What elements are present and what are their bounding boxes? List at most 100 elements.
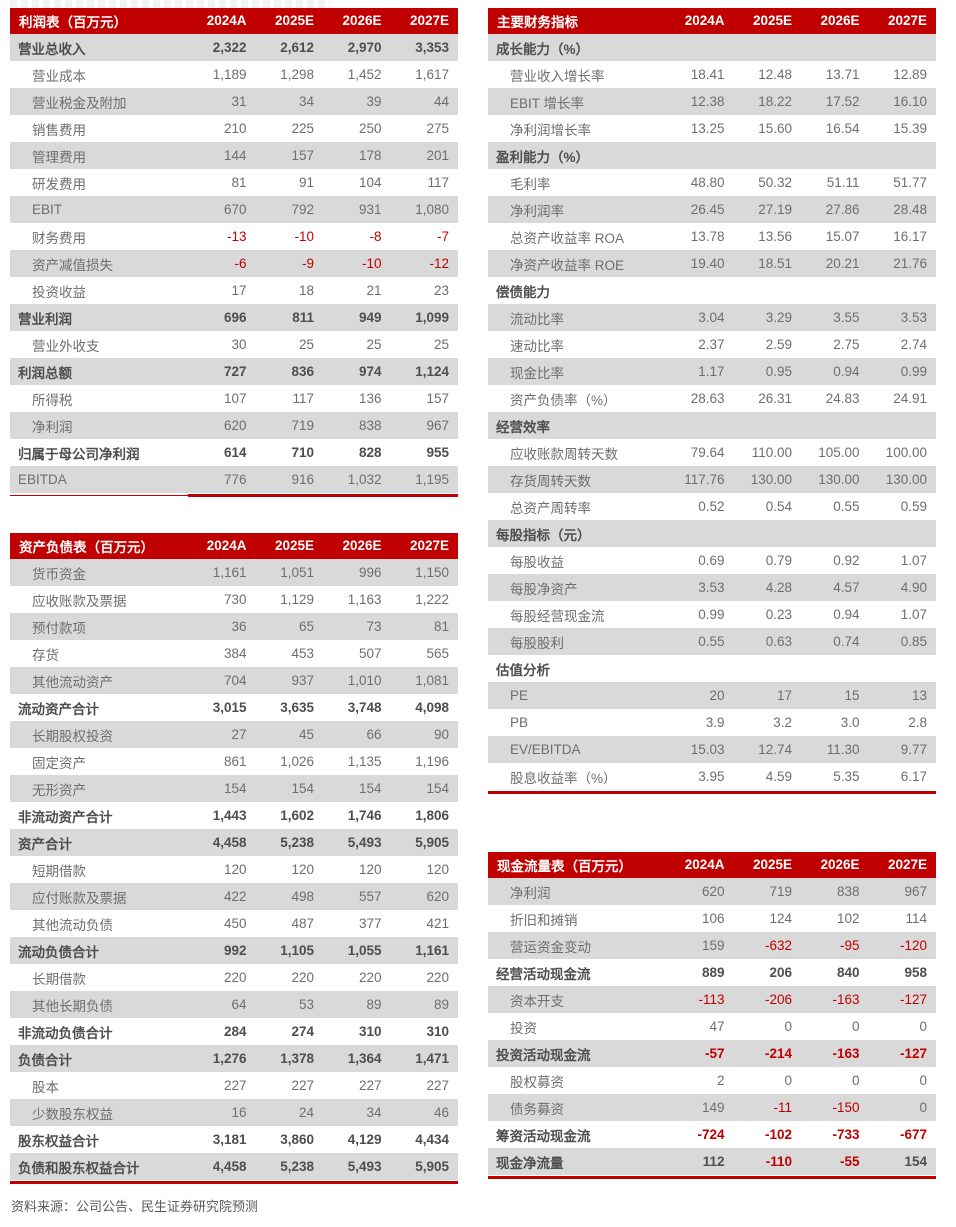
row-value-2025e: 836: [255, 358, 323, 385]
row-value-2024a: [666, 277, 734, 304]
row-label: 净利润增长率: [488, 115, 666, 142]
row-value-2026e: -10: [323, 250, 391, 277]
row-value-2025e: 154: [255, 775, 323, 802]
row-value-2025e: 206: [733, 959, 801, 986]
row-value-2024a: 149: [666, 1094, 734, 1121]
row-value-2024a: [666, 34, 734, 61]
column-header-2025e: 2025E: [733, 852, 801, 878]
row-label: 归属于母公司净利润: [10, 439, 188, 466]
cash-flow-header: 现金流量表（百万元） 2024A 2025E 2026E 2027E: [488, 852, 936, 878]
table-row: 股本 227 227 227 227: [10, 1072, 458, 1099]
row-value-2025e: 3.29: [733, 304, 801, 331]
table-row: 无形资产 154 154 154 154: [10, 775, 458, 802]
row-value-2025e: 792: [255, 196, 323, 223]
row-value-2024a: 144: [188, 142, 256, 169]
row-value-2027e: -7: [390, 223, 458, 250]
row-label: 应付账款及票据: [10, 883, 188, 910]
row-value-2026e: 3.0: [801, 709, 869, 736]
row-value-2025e: 124: [733, 905, 801, 932]
row-value-2024a: 159: [666, 932, 734, 959]
row-value-2027e: 620: [390, 883, 458, 910]
row-label: 现金比率: [488, 358, 666, 385]
row-label: EBIT: [10, 196, 188, 223]
table-row: 研发费用 81 91 104 117: [10, 169, 458, 196]
row-value-2025e: 26.31: [733, 385, 801, 412]
row-value-2027e: 967: [868, 878, 936, 905]
table-row: 其他长期负债 64 53 89 89: [10, 991, 458, 1018]
table-row: 筹资活动现金流 -724 -102 -733 -677: [488, 1121, 936, 1148]
row-value-2026e: 3,748: [323, 694, 391, 721]
row-label: 净利润率: [488, 196, 666, 223]
row-value-2026e: 178: [323, 142, 391, 169]
row-label: 债务募资: [488, 1094, 666, 1121]
row-value-2027e: 275: [390, 115, 458, 142]
table-row: 流动负债合计 992 1,105 1,055 1,161: [10, 937, 458, 964]
row-value-2025e: 1,129: [255, 586, 323, 613]
row-value-2027e: 44: [390, 88, 458, 115]
row-value-2025e: -214: [733, 1040, 801, 1067]
rule-thick-segment: [188, 494, 458, 497]
row-value-2025e: 916: [255, 466, 323, 493]
row-value-2026e: 4.57: [801, 574, 869, 601]
table-row: 存货周转天数 117.76 130.00 130.00 130.00: [488, 466, 936, 493]
table-row: 净利润增长率 13.25 15.60 16.54 15.39: [488, 115, 936, 142]
row-value-2026e: 0.55: [801, 493, 869, 520]
row-label: 固定资产: [10, 748, 188, 775]
row-value-2024a: 4,458: [188, 829, 256, 856]
row-label: 每股股利: [488, 628, 666, 655]
row-value-2024a: 106: [666, 905, 734, 932]
row-value-2024a: 3,181: [188, 1126, 256, 1153]
table-row: 其他流动资产 704 937 1,010 1,081: [10, 667, 458, 694]
row-value-2027e: 15.39: [868, 115, 936, 142]
row-value-2024a: 64: [188, 991, 256, 1018]
row-value-2026e: 27.86: [801, 196, 869, 223]
row-value-2025e: [733, 412, 801, 439]
row-value-2026e: -55: [801, 1148, 869, 1175]
row-value-2024a: 992: [188, 937, 256, 964]
row-value-2026e: 105.00: [801, 439, 869, 466]
row-label: 每股收益: [488, 547, 666, 574]
column-header-2027e: 2027E: [390, 533, 458, 559]
row-value-2025e: -102: [733, 1121, 801, 1148]
column-header-2024a: 2024A: [666, 852, 734, 878]
header-row: 利润表（百万元） 2024A 2025E 2026E 2027E: [10, 8, 458, 34]
row-value-2024a: 81: [188, 169, 256, 196]
row-label: 盈利能力（%）: [488, 142, 666, 169]
table-row: 资产负债率（%） 28.63 26.31 24.83 24.91: [488, 385, 936, 412]
row-value-2024a: 384: [188, 640, 256, 667]
row-label: EBIT 增长率: [488, 88, 666, 115]
table-row: 债务募资 149 -11 -150 0: [488, 1094, 936, 1121]
column-header-2025e: 2025E: [255, 8, 323, 34]
row-value-2027e: 1,617: [390, 61, 458, 88]
row-value-2024a: 47: [666, 1013, 734, 1040]
row-value-2026e: [801, 34, 869, 61]
table-row: 经营活动现金流 889 206 840 958: [488, 959, 936, 986]
row-value-2027e: 4.90: [868, 574, 936, 601]
row-value-2026e: 1,032: [323, 466, 391, 493]
key-indicators-title: 主要财务指标: [488, 8, 666, 34]
row-value-2026e: 136: [323, 385, 391, 412]
row-value-2027e: 3,353: [390, 34, 458, 61]
row-value-2025e: [733, 655, 801, 682]
row-value-2026e: 557: [323, 883, 391, 910]
row-value-2027e: 1,196: [390, 748, 458, 775]
row-value-2024a: 422: [188, 883, 256, 910]
table-row: EBIT 增长率 12.38 18.22 17.52 16.10: [488, 88, 936, 115]
row-value-2026e: 0: [801, 1013, 869, 1040]
row-value-2027e: 4,434: [390, 1126, 458, 1153]
row-value-2024a: -57: [666, 1040, 734, 1067]
row-value-2026e: 16.54: [801, 115, 869, 142]
row-label: PB: [488, 709, 666, 736]
row-value-2025e: 274: [255, 1018, 323, 1045]
row-value-2025e: 0.95: [733, 358, 801, 385]
row-value-2024a: 0.52: [666, 493, 734, 520]
row-value-2026e: 838: [323, 412, 391, 439]
row-value-2025e: 453: [255, 640, 323, 667]
balance-sheet-title: 资产负债表（百万元）: [10, 533, 188, 559]
row-value-2025e: 27.19: [733, 196, 801, 223]
column-header-2024a: 2024A: [666, 8, 734, 34]
row-value-2027e: 0.59: [868, 493, 936, 520]
row-value-2026e: 1,135: [323, 748, 391, 775]
row-value-2024a: 614: [188, 439, 256, 466]
row-value-2025e: 18.22: [733, 88, 801, 115]
